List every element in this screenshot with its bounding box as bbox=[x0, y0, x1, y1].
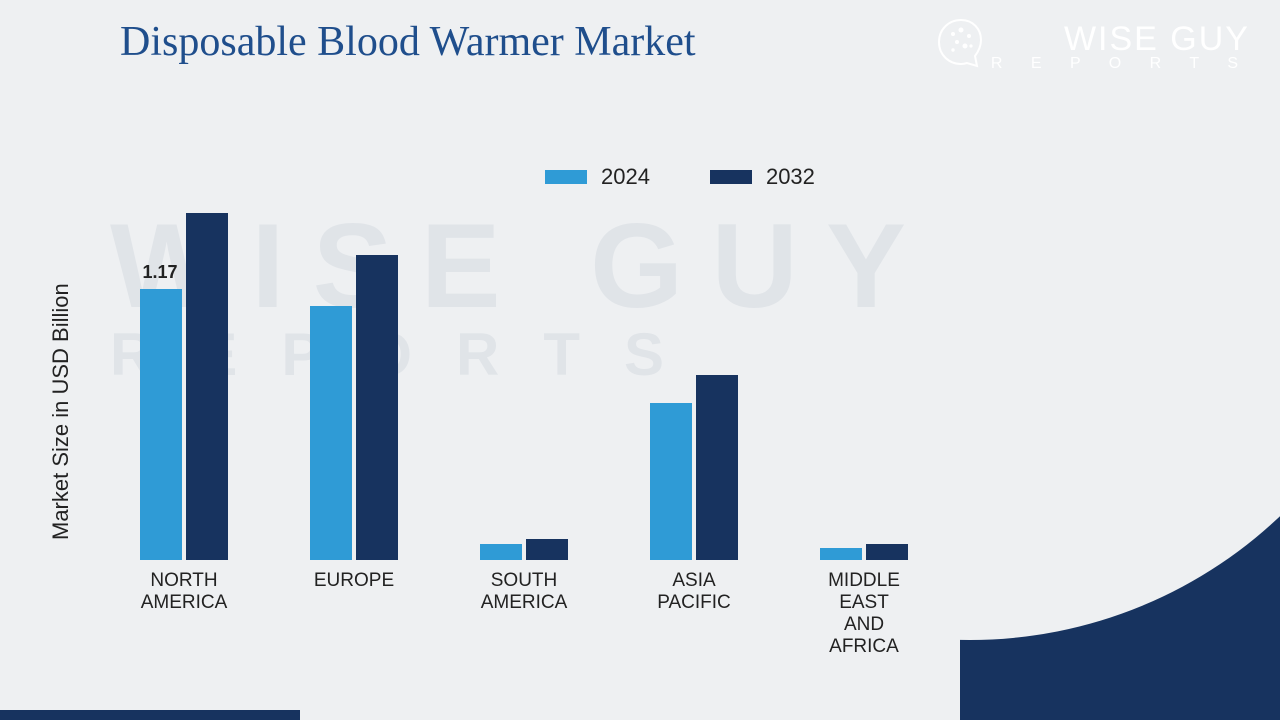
bar-2032-0 bbox=[186, 213, 228, 560]
bottom-accent bbox=[0, 710, 300, 720]
category-label: ASIAPACIFIC bbox=[634, 570, 754, 614]
category-label: SOUTHAMERICA bbox=[464, 570, 584, 614]
legend: 2024 2032 bbox=[545, 164, 815, 190]
y-axis-label: Market Size in USD Billion bbox=[48, 283, 74, 540]
page-title: Disposable Blood Warmer Market bbox=[120, 18, 696, 66]
bar-2024-2 bbox=[480, 544, 522, 560]
legend-label-2024: 2024 bbox=[601, 164, 650, 190]
legend-item-2024: 2024 bbox=[545, 164, 650, 190]
bar-2024-1 bbox=[310, 306, 352, 560]
brand-line2: R E P O R T S bbox=[991, 55, 1250, 73]
plot-area: 1.17 bbox=[110, 190, 940, 560]
bar-2032-1 bbox=[356, 255, 398, 560]
brand-logo: WISE GUY R E P O R T S bbox=[991, 20, 1250, 73]
bar-2024-0 bbox=[140, 289, 182, 560]
category-label: NORTHAMERICA bbox=[124, 570, 244, 614]
legend-label-2032: 2032 bbox=[766, 164, 815, 190]
legend-swatch-2032 bbox=[710, 170, 752, 184]
bar-2024-4 bbox=[820, 548, 862, 560]
legend-item-2032: 2032 bbox=[710, 164, 815, 190]
brand-line1: WISE GUY bbox=[991, 20, 1250, 59]
value-label: 1.17 bbox=[130, 262, 190, 283]
stage: WISE GUY REPORTS Disposable Blood Warmer… bbox=[0, 0, 1280, 720]
legend-swatch-2024 bbox=[545, 170, 587, 184]
category-label: MIDDLEEASTANDAFRICA bbox=[804, 570, 924, 657]
bar-2032-4 bbox=[866, 544, 908, 560]
bar-2032-3 bbox=[696, 375, 738, 560]
category-label: EUROPE bbox=[294, 570, 414, 592]
brand-head-icon bbox=[931, 16, 991, 76]
bar-2032-2 bbox=[526, 539, 568, 560]
bar-2024-3 bbox=[650, 403, 692, 560]
